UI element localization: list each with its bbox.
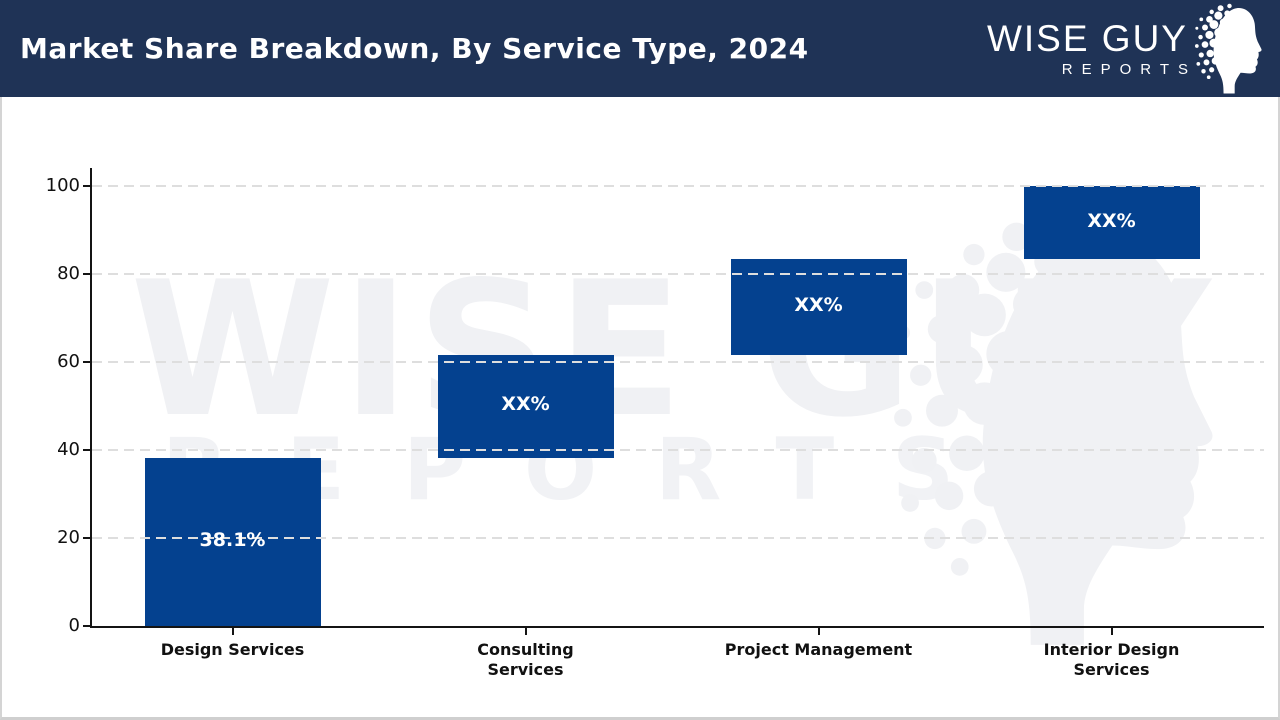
- y-axis-line: [90, 168, 92, 628]
- x-axis-line: [90, 626, 1264, 628]
- chart-canvas: WISE GUY REPORTS 38.1% XX% XX% XX% 0 20 40 60 80…: [0, 97, 1280, 720]
- y-tick-label-20: 20: [57, 527, 80, 548]
- logo-subtext: REPORTS: [1061, 60, 1197, 78]
- wise-guy-logo: WISE GUY REPORTS: [987, 3, 1274, 95]
- y-tick-60: [83, 361, 90, 363]
- y-tick-100: [83, 185, 90, 187]
- y-tick-label-40: 40: [57, 439, 80, 460]
- y-tick-label-100: 100: [45, 175, 80, 196]
- bar-design-services: [144, 458, 321, 626]
- logo-wordmark: WISE GUY: [986, 17, 1188, 59]
- x-category-label-line: Consulting: [477, 640, 574, 659]
- x-category-label: Design Services: [83, 640, 383, 660]
- y-tick-label-60: 60: [57, 351, 80, 372]
- x-category-label: Consulting Services: [376, 640, 676, 680]
- x-category-label-line: Interior Design: [1043, 640, 1180, 659]
- x-category-label: Interior Design Services: [962, 640, 1262, 680]
- bar-value-label: XX%: [1087, 209, 1136, 232]
- x-category-label-line: Services: [1073, 660, 1150, 679]
- chart-title: Market Share Breakdown, By Service Type,…: [20, 32, 809, 65]
- x-category-label: Project Management: [669, 640, 969, 660]
- y-tick-80: [83, 273, 90, 275]
- y-tick-0: [83, 625, 90, 627]
- logo-text: WISE GUY REPORTS: [987, 20, 1188, 78]
- bar-interior-design-services: [1023, 186, 1200, 260]
- header: Market Share Breakdown, By Service Type,…: [0, 0, 1280, 97]
- x-category-label-line: Project Management: [724, 640, 913, 659]
- x-tick-2: [524, 628, 527, 635]
- x-category-label-line: Design Services: [160, 640, 305, 659]
- bar-project-management: [730, 259, 907, 355]
- y-tick-label-80: 80: [57, 263, 80, 284]
- x-tick-3: [817, 628, 820, 635]
- x-tick-4: [1110, 628, 1113, 635]
- y-tick-40: [83, 449, 90, 451]
- logo-head-icon: [1194, 3, 1262, 94]
- watermark-head-icon: [894, 215, 1213, 645]
- bar-consulting-services: [437, 354, 614, 459]
- bar-value-label: 38.1%: [199, 529, 266, 552]
- x-category-label-line: Services: [487, 660, 564, 679]
- x-tick-1: [231, 628, 234, 635]
- bar-value-label: XX%: [794, 294, 843, 316]
- y-tick-label-0: 0: [68, 615, 80, 636]
- bar-value-label: XX%: [501, 393, 550, 416]
- y-tick-20: [83, 537, 90, 539]
